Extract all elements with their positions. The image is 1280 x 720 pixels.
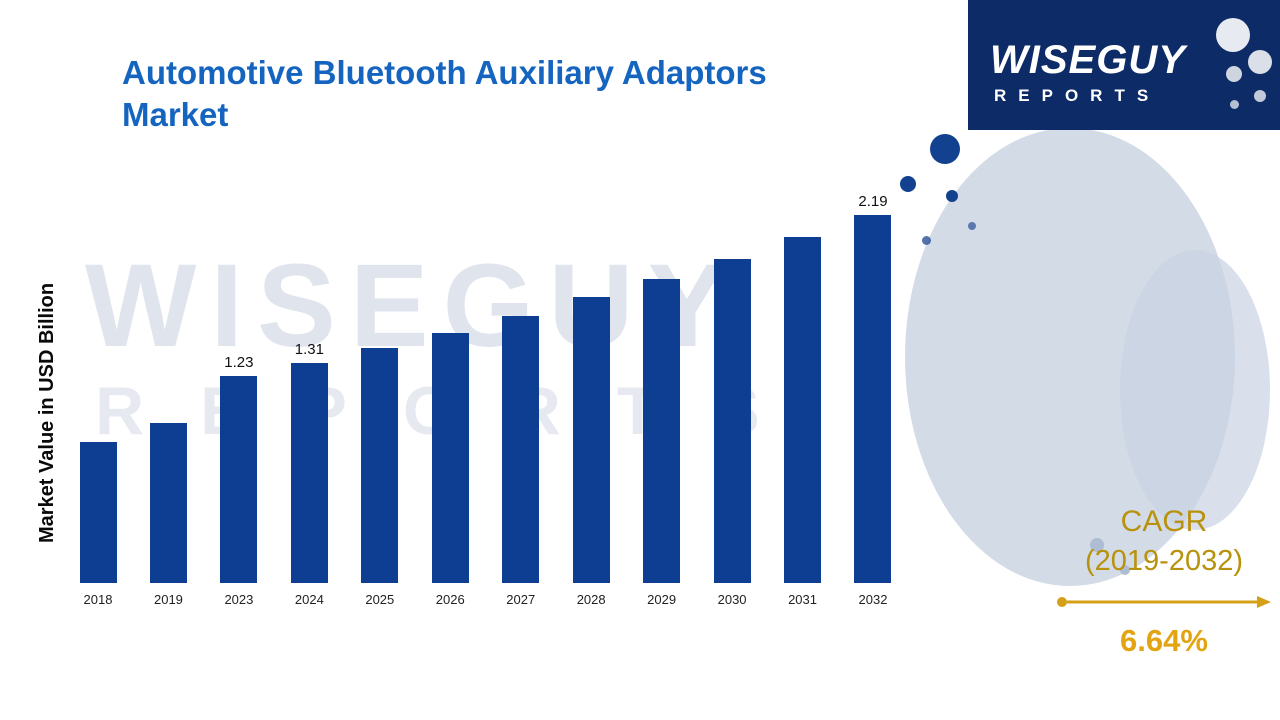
bar-group [486, 316, 556, 583]
x-axis-label: 2028 [576, 592, 606, 607]
x-axis-label: 2030 [717, 592, 747, 607]
cagr-callout: CAGR (2019-2032) 6.64% [1048, 505, 1280, 659]
dot [968, 222, 976, 230]
bar [572, 297, 610, 583]
bar-group: 1.31 [274, 341, 344, 583]
page-title: Automotive Bluetooth Auxiliary Adaptors … [122, 54, 767, 134]
bar-group [697, 259, 767, 583]
logo-head-dot [1216, 18, 1250, 52]
x-axis-label: 2029 [647, 592, 677, 607]
watermark-line1: WISEGUY [85, 240, 741, 372]
bar [290, 363, 328, 583]
x-axis-label: 2027 [506, 592, 536, 607]
x-axis-label: 2026 [435, 592, 465, 607]
logo-head-dot [1254, 90, 1266, 102]
bar-value-label: 1.23 [224, 354, 254, 371]
logo-subtitle: REPORTS [994, 86, 1161, 105]
x-axis-labels: 2018 2019 2023 2024 2025 2026 2027 2028 2029 2030… [63, 592, 908, 607]
cagr-arrow-icon [1048, 594, 1280, 615]
logo-head-dot [1226, 66, 1242, 82]
bar-group [133, 423, 203, 583]
cagr-label: CAGR [1120, 505, 1208, 538]
bar-chart: 1.23 1.31 2.19 2018 2019 2023 2024 2025 2026 202… [63, 155, 908, 607]
x-axis-label: 2018 [83, 592, 113, 607]
dot [1120, 565, 1130, 575]
bar-group [556, 297, 626, 583]
dot [946, 190, 958, 202]
bar-group: 2.19 [838, 193, 908, 583]
bar [220, 376, 258, 583]
x-axis-label: 2031 [788, 592, 817, 607]
bar-group [415, 333, 485, 583]
x-axis-label: 2019 [153, 592, 183, 607]
cagr-range: (2019-2032) [1085, 545, 1243, 577]
logo-head-dot [1230, 100, 1239, 109]
x-axis-label: 2024 [294, 592, 324, 607]
bar [784, 237, 822, 583]
dot [1090, 538, 1104, 552]
bar-value-label: 2.19 [858, 193, 888, 210]
bar [854, 215, 892, 583]
bar [502, 316, 540, 583]
plot-area: 1.23 1.31 2.19 [63, 155, 908, 583]
bar [431, 333, 469, 583]
dot [922, 236, 931, 245]
bar [361, 348, 399, 583]
bar-group [627, 279, 697, 583]
dot [900, 176, 916, 192]
bar-value-label: 1.31 [294, 341, 324, 358]
logo-wordmark: WISEGUY [990, 38, 1186, 82]
x-axis-label: 2023 [224, 592, 254, 607]
bar [713, 259, 751, 583]
logo: WISEGUY REPORTS [968, 0, 1280, 130]
bar-group [345, 348, 415, 583]
x-axis-label: 2032 [858, 592, 888, 607]
cagr-value: 6.64% [1120, 623, 1208, 658]
bar [643, 279, 681, 583]
y-axis-title: Market Value in USD Billion [36, 282, 58, 543]
face-blob-profile [1120, 250, 1270, 530]
bar-group: 1.23 [204, 354, 274, 583]
dot [930, 134, 960, 164]
bar-group [63, 442, 133, 583]
bar [79, 442, 117, 583]
logo-head-dot [1248, 50, 1272, 74]
bar-group [768, 237, 838, 583]
x-axis-label: 2025 [365, 592, 395, 607]
bar [149, 423, 187, 583]
